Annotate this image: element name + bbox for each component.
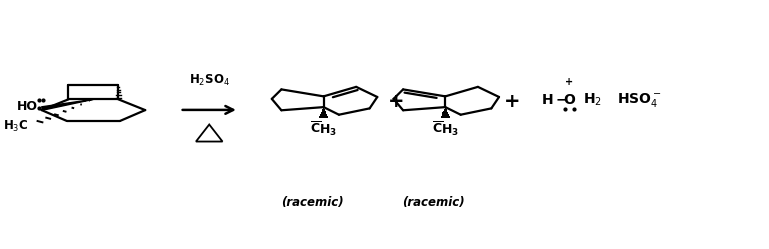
Text: H$_2$: H$_2$ <box>583 92 601 108</box>
Text: H$_2$SO$_4$: H$_2$SO$_4$ <box>189 73 230 88</box>
Text: H$_3$C: H$_3$C <box>3 119 28 134</box>
Text: +: + <box>388 92 404 111</box>
Text: (racemic): (racemic) <box>281 196 344 209</box>
Text: HO: HO <box>17 100 38 113</box>
Text: (racemic): (racemic) <box>402 196 465 209</box>
Text: $\mathbf{\overline{C}H_3}$: $\mathbf{\overline{C}H_3}$ <box>310 120 337 138</box>
Text: +: + <box>504 92 520 111</box>
Text: O: O <box>564 93 575 107</box>
Text: $\mathbf{H-}$: $\mathbf{H-}$ <box>541 93 568 107</box>
Text: HSO$_4^-$: HSO$_4^-$ <box>618 91 662 109</box>
Polygon shape <box>42 99 93 110</box>
Text: +: + <box>565 77 574 87</box>
Text: $\mathbf{\overline{C}H_3}$: $\mathbf{\overline{C}H_3}$ <box>431 120 459 138</box>
